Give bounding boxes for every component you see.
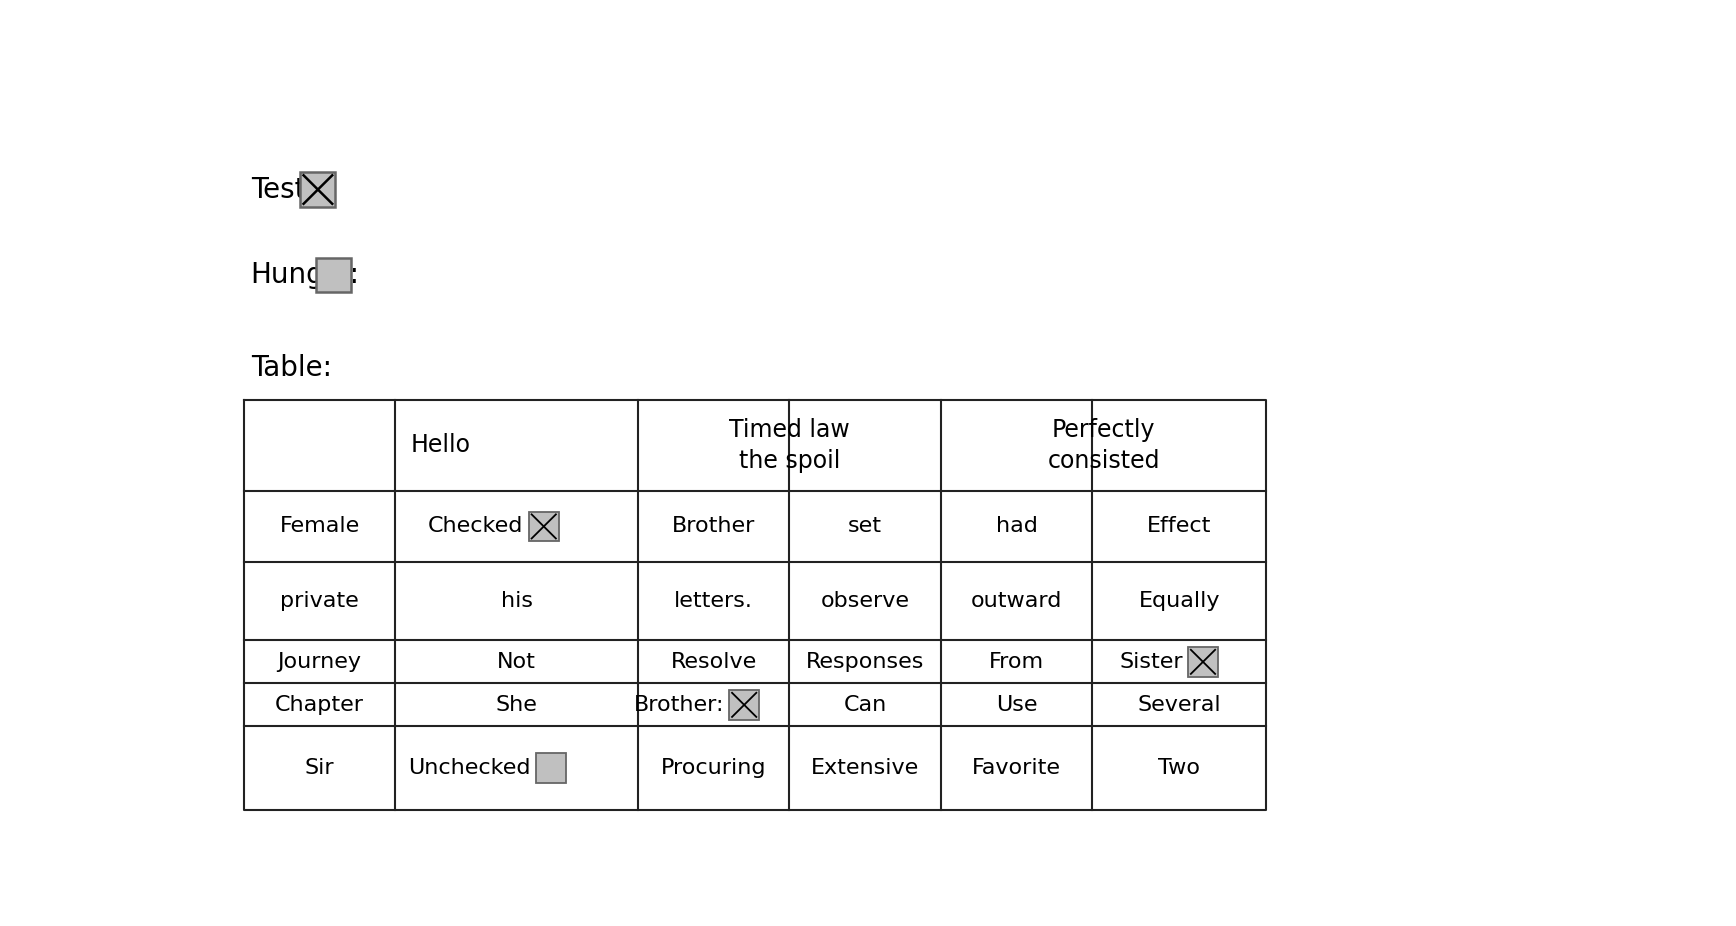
Bar (316, 257, 351, 293)
Bar (300, 172, 335, 206)
Text: Equally: Equally (1139, 591, 1220, 611)
Text: Female: Female (279, 517, 359, 536)
Text: Two: Two (1158, 758, 1200, 778)
Text: his: his (500, 591, 533, 611)
Text: had: had (995, 517, 1038, 536)
Text: Timed law
the spoil: Timed law the spoil (729, 418, 849, 473)
Bar (729, 690, 759, 720)
Text: Extensive: Extensive (811, 758, 918, 778)
Text: She: She (496, 694, 538, 715)
Text: From: From (990, 652, 1043, 672)
Bar (529, 512, 559, 541)
Text: Test:: Test: (250, 176, 314, 204)
Text: Table:: Table: (250, 354, 332, 382)
Text: letters.: letters. (674, 591, 753, 611)
Text: private: private (279, 591, 359, 611)
Text: Journey: Journey (278, 652, 361, 672)
Text: Favorite: Favorite (972, 758, 1061, 778)
Text: set: set (847, 517, 882, 536)
Bar (1187, 647, 1217, 677)
Text: Unchecked: Unchecked (408, 758, 531, 778)
Text: Responses: Responses (806, 652, 924, 672)
Text: Sir: Sir (306, 758, 335, 778)
Text: outward: outward (970, 591, 1062, 611)
Text: Chapter: Chapter (274, 694, 365, 715)
Text: Use: Use (996, 694, 1036, 715)
Text: Brother: Brother (672, 517, 755, 536)
Bar (536, 754, 566, 782)
Text: Sister: Sister (1120, 652, 1182, 672)
Text: Resolve: Resolve (670, 652, 757, 672)
Text: Checked: Checked (429, 517, 524, 536)
Text: Perfectly
consisted: Perfectly consisted (1047, 418, 1160, 473)
Text: Hungry:: Hungry: (250, 261, 359, 289)
Text: observe: observe (821, 591, 910, 611)
Text: Effect: Effect (1147, 517, 1212, 536)
Text: Can: Can (844, 694, 887, 715)
Text: Several: Several (1137, 694, 1220, 715)
Text: Hello: Hello (411, 433, 470, 457)
Text: Not: Not (496, 652, 536, 672)
Text: Procuring: Procuring (661, 758, 766, 778)
Text: Brother:: Brother: (634, 694, 724, 715)
